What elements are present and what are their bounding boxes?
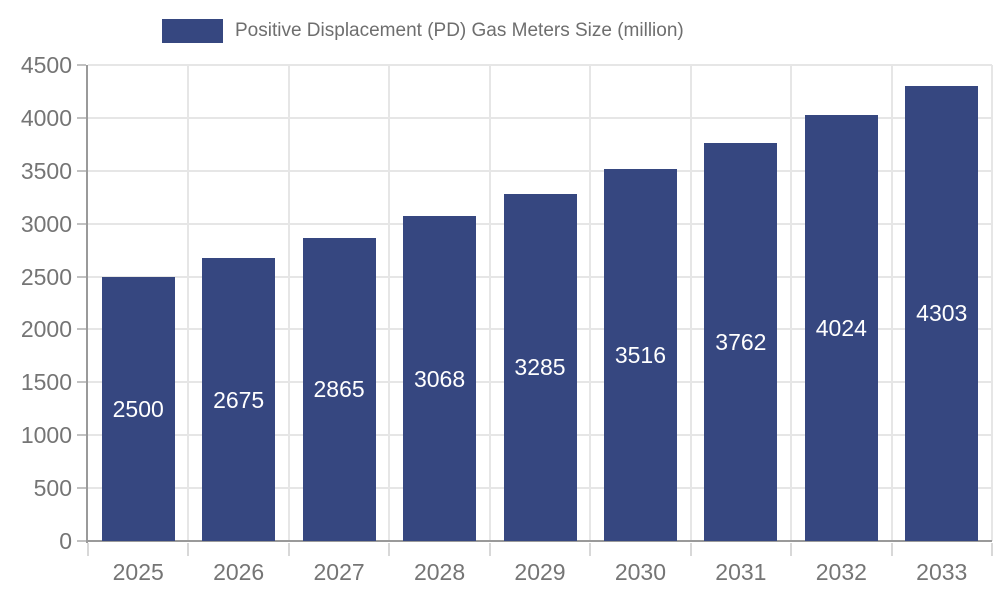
bar-value-label: 2865	[313, 376, 365, 403]
bar-value-label: 3762	[715, 329, 767, 356]
y-tick-mark	[77, 540, 86, 542]
y-tick-label: 2500	[20, 263, 72, 290]
x-tick-label: 2031	[715, 559, 767, 585]
x-tick-mark	[589, 543, 592, 556]
x-tick-mark	[187, 543, 190, 556]
y-tick-label: 3500	[20, 157, 72, 184]
y-axis-line	[86, 65, 88, 543]
bar-2028[interactable]	[403, 216, 477, 541]
bar-value-label: 2500	[112, 395, 164, 422]
x-tick-label: 2033	[916, 559, 968, 585]
x-tick-label: 2030	[614, 559, 667, 585]
bar-2025[interactable]	[101, 276, 175, 541]
gridline-vertical	[187, 65, 190, 541]
x-tick-label: 2029	[514, 559, 566, 585]
bar-2026[interactable]	[202, 258, 276, 541]
x-tick-mark	[890, 543, 893, 556]
gridline-vertical	[689, 65, 692, 541]
gridline-vertical	[589, 65, 592, 541]
y-tick-label: 1000	[20, 422, 72, 449]
x-tick-mark	[488, 543, 491, 556]
gridline-vertical	[488, 65, 491, 541]
bar-value-label: 2675	[213, 386, 265, 413]
bar-2029[interactable]	[503, 193, 577, 541]
x-tick-mark	[388, 543, 391, 556]
gridline-vertical	[287, 65, 290, 541]
y-tick-mark	[77, 116, 86, 119]
y-tick-label: 2000	[20, 316, 72, 343]
x-tick-mark	[87, 543, 89, 556]
gridline-horizontal	[88, 169, 992, 172]
y-tick-mark	[77, 328, 86, 331]
bar-2030[interactable]	[603, 169, 677, 541]
x-tick-mark	[689, 543, 692, 556]
y-tick-label: 4000	[20, 104, 72, 131]
x-axis-line	[88, 540, 992, 542]
y-tick-label: 1500	[20, 369, 72, 396]
y-tick-mark	[77, 222, 86, 225]
gridline-vertical	[388, 65, 391, 541]
y-tick-label: 4500	[20, 52, 72, 78]
x-tick-label: 2028	[413, 559, 466, 585]
gridline-vertical	[790, 65, 793, 541]
bar-2033[interactable]	[905, 85, 979, 541]
bar-value-label: 4024	[815, 315, 867, 342]
x-tick-mark	[991, 543, 993, 556]
x-tick-label: 2025	[112, 559, 164, 585]
bar-value-label: 4303	[916, 300, 968, 327]
x-tick-label: 2032	[815, 559, 867, 585]
bar-2032[interactable]	[804, 115, 878, 541]
x-tick-mark	[287, 543, 290, 556]
y-tick-mark	[77, 487, 86, 490]
legend-swatch	[162, 19, 223, 43]
bar-2027[interactable]	[302, 237, 376, 541]
y-tick-mark	[77, 434, 86, 437]
bar-value-label: 3285	[514, 354, 566, 381]
x-tick-label: 2026	[213, 559, 265, 585]
gridline-horizontal	[88, 64, 992, 66]
y-tick-label: 0	[59, 528, 72, 554]
y-tick-label: 3000	[20, 210, 72, 237]
legend-label: Positive Displacement (PD) Gas Meters Si…	[235, 20, 684, 41]
y-tick-label: 500	[33, 475, 72, 502]
gridline-vertical	[991, 65, 993, 541]
legend[interactable]: Positive Displacement (PD) Gas Meters Si…	[162, 17, 684, 45]
gridline-horizontal	[88, 116, 992, 119]
y-tick-mark	[77, 64, 86, 66]
bar-value-label: 3068	[413, 365, 466, 392]
gridline-vertical	[890, 65, 893, 541]
x-tick-mark	[790, 543, 793, 556]
y-tick-mark	[77, 275, 86, 278]
y-tick-mark	[77, 381, 86, 384]
bar-2031[interactable]	[704, 143, 778, 541]
y-tick-mark	[77, 169, 86, 172]
x-tick-label: 2027	[313, 559, 365, 585]
bar-value-label: 3516	[614, 342, 667, 369]
